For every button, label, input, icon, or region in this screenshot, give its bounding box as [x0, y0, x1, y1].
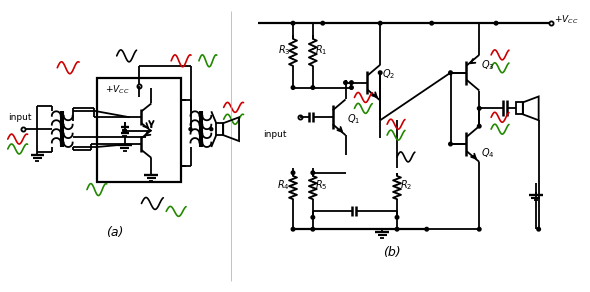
Text: $R_5$: $R_5$ [315, 179, 327, 192]
Circle shape [477, 124, 481, 128]
Text: (a): (a) [106, 226, 123, 239]
Text: input: input [8, 113, 31, 122]
Circle shape [123, 129, 126, 133]
Text: $R_4$: $R_4$ [277, 179, 290, 192]
Circle shape [449, 71, 453, 74]
Circle shape [378, 71, 382, 74]
Text: $Q_3$: $Q_3$ [481, 58, 494, 72]
Text: $Q_4$: $Q_4$ [481, 146, 495, 160]
Text: $R_1$: $R_1$ [315, 43, 327, 57]
Circle shape [350, 86, 353, 89]
Circle shape [291, 227, 295, 231]
Circle shape [395, 215, 399, 219]
Text: $+V_{CC}$: $+V_{CC}$ [553, 14, 578, 27]
Circle shape [291, 21, 295, 25]
Text: $R_3$: $R_3$ [278, 43, 291, 57]
Circle shape [311, 215, 314, 219]
Circle shape [344, 81, 348, 84]
Circle shape [311, 227, 314, 231]
Circle shape [291, 171, 295, 175]
Circle shape [494, 21, 498, 25]
Circle shape [425, 227, 428, 231]
Circle shape [210, 128, 213, 131]
Circle shape [350, 81, 353, 84]
Text: $Q_2$: $Q_2$ [382, 68, 395, 81]
Text: (b): (b) [384, 246, 401, 259]
Circle shape [395, 227, 399, 231]
Text: input: input [263, 130, 287, 139]
Circle shape [378, 21, 382, 25]
Circle shape [311, 86, 314, 89]
Text: $Q_1$: $Q_1$ [348, 112, 360, 126]
Text: $R_2$: $R_2$ [400, 179, 412, 192]
Circle shape [291, 86, 295, 89]
Circle shape [449, 142, 453, 146]
Circle shape [537, 227, 540, 231]
Circle shape [311, 171, 314, 175]
Bar [97, 78, 181, 182]
Circle shape [321, 21, 325, 25]
Text: $+V_{CC}$: $+V_{CC}$ [105, 83, 129, 96]
Circle shape [189, 128, 192, 131]
Circle shape [430, 21, 434, 25]
Circle shape [477, 107, 481, 110]
Circle shape [477, 227, 481, 231]
